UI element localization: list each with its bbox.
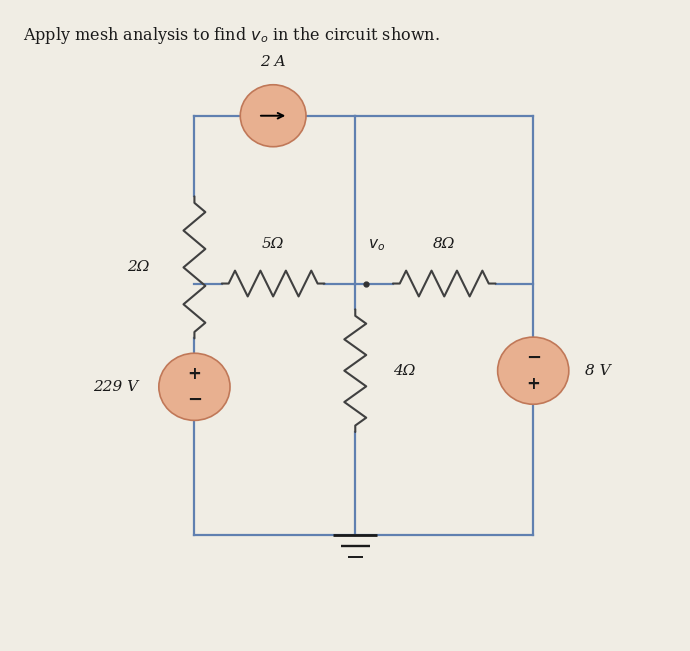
Text: 4Ω: 4Ω: [393, 364, 415, 378]
Circle shape: [159, 353, 230, 421]
Text: 8Ω: 8Ω: [433, 237, 455, 251]
Circle shape: [240, 85, 306, 146]
Text: 5Ω: 5Ω: [262, 237, 284, 251]
Text: $v_o$: $v_o$: [368, 237, 384, 253]
Text: +: +: [188, 365, 201, 383]
Text: −: −: [526, 349, 541, 367]
Text: −: −: [187, 391, 202, 409]
Text: 229 V: 229 V: [93, 380, 138, 394]
Circle shape: [497, 337, 569, 404]
Text: +: +: [526, 374, 540, 393]
Text: Apply mesh analysis to find $v_o$ in the circuit shown.: Apply mesh analysis to find $v_o$ in the…: [23, 25, 440, 46]
Text: 2Ω: 2Ω: [128, 260, 150, 275]
Text: 2 A: 2 A: [260, 55, 286, 68]
Text: 8 V: 8 V: [584, 364, 610, 378]
